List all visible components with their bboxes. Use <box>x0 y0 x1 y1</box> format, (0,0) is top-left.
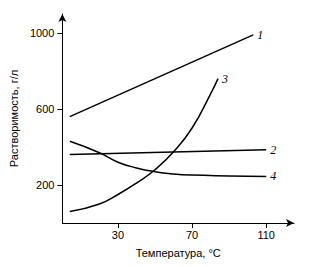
svg-text:Температура, °C: Температура, °C <box>136 247 221 259</box>
svg-text:200: 200 <box>36 179 54 191</box>
svg-text:70: 70 <box>186 229 198 241</box>
svg-text:1: 1 <box>257 28 263 42</box>
svg-text:30: 30 <box>112 229 124 241</box>
svg-text:3: 3 <box>221 72 228 86</box>
svg-text:2: 2 <box>270 143 276 157</box>
svg-text:1000: 1000 <box>30 27 54 39</box>
svg-text:Растворимость, г/л: Растворимость, г/л <box>8 70 20 167</box>
svg-text:4: 4 <box>270 169 276 183</box>
svg-text:110: 110 <box>257 229 275 241</box>
svg-text:600: 600 <box>36 103 54 115</box>
